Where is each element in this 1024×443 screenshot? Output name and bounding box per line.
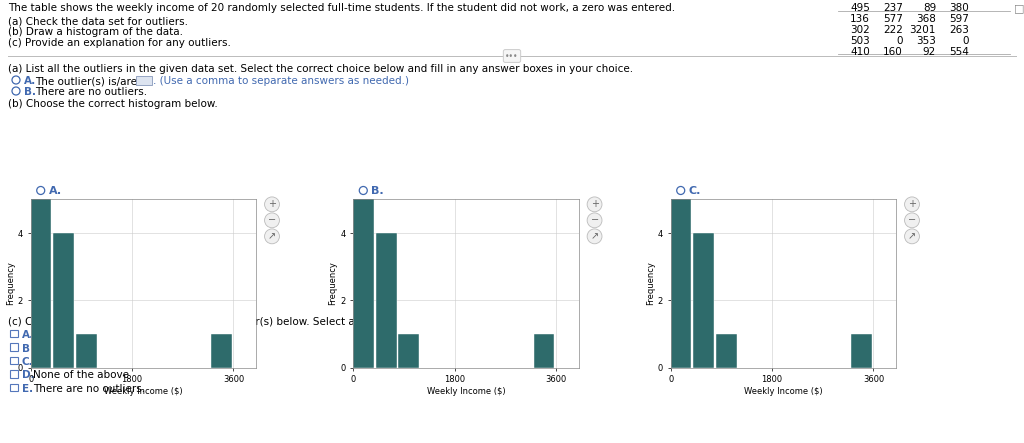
Text: 495: 495: [850, 3, 870, 13]
Bar: [211, 334, 231, 368]
Text: B.: B.: [372, 187, 384, 197]
Text: 89: 89: [923, 3, 936, 13]
Text: A student with unusually high income: A student with unusually high income: [33, 330, 230, 340]
Text: 160: 160: [884, 47, 903, 57]
Text: A.: A.: [24, 76, 36, 86]
Text: 237: 237: [883, 3, 903, 13]
Text: −: −: [591, 215, 599, 225]
Bar: [76, 334, 96, 368]
Text: 554: 554: [949, 47, 969, 57]
Text: C.: C.: [22, 357, 34, 367]
Text: D.: D.: [22, 370, 35, 381]
Bar: [10, 370, 17, 377]
Text: . (Use a comma to separate answers as needed.): . (Use a comma to separate answers as ne…: [153, 76, 409, 86]
Text: □: □: [1014, 3, 1024, 13]
Text: There are no outliers.: There are no outliers.: [35, 87, 147, 97]
Bar: [693, 233, 714, 368]
Text: −: −: [908, 215, 916, 225]
Text: Data entry error: Data entry error: [33, 343, 118, 354]
X-axis label: Weekly Income ($): Weekly Income ($): [104, 387, 182, 396]
Bar: [136, 76, 152, 85]
Bar: [398, 334, 419, 368]
Text: 410: 410: [850, 47, 870, 57]
Text: 368: 368: [916, 14, 936, 24]
Y-axis label: Frequency: Frequency: [329, 261, 338, 306]
X-axis label: Weekly Income ($): Weekly Income ($): [427, 387, 505, 396]
Text: 0: 0: [896, 36, 903, 46]
Text: 222: 222: [883, 25, 903, 35]
Text: (b) Draw a histogram of the data.: (b) Draw a histogram of the data.: [8, 27, 183, 37]
Bar: [10, 357, 17, 364]
Text: 380: 380: [949, 3, 969, 13]
Text: ↗: ↗: [268, 231, 276, 241]
Text: •••: •••: [505, 51, 519, 61]
Text: +: +: [908, 199, 916, 210]
X-axis label: Weekly Income ($): Weekly Income ($): [744, 387, 822, 396]
Text: 503: 503: [850, 36, 870, 46]
Text: (c) Choose the possible reason(s) for any outlier(s) below. Select all that appl: (c) Choose the possible reason(s) for an…: [8, 317, 419, 327]
Text: C.: C.: [689, 187, 701, 197]
Text: ↗: ↗: [591, 231, 599, 241]
Text: 136: 136: [850, 14, 870, 24]
Bar: [851, 334, 871, 368]
Text: +: +: [268, 199, 276, 210]
Bar: [716, 334, 736, 368]
Text: The table shows the weekly income of 20 randomly selected full-time students. If: The table shows the weekly income of 20 …: [8, 3, 675, 13]
Bar: [534, 334, 554, 368]
Text: (a) List all the outliers in the given data set. Select the correct choice below: (a) List all the outliers in the given d…: [8, 64, 633, 74]
Text: E.: E.: [22, 384, 33, 394]
Y-axis label: Frequency: Frequency: [646, 261, 655, 306]
Bar: [671, 0, 691, 368]
Text: The outlier(s) is/are: The outlier(s) is/are: [35, 76, 137, 86]
Text: B.: B.: [22, 343, 34, 354]
Text: (a) Check the data set for outliers.: (a) Check the data set for outliers.: [8, 16, 188, 26]
Bar: [10, 343, 17, 350]
Text: 92: 92: [923, 47, 936, 57]
Text: (b) Choose the correct histogram below.: (b) Choose the correct histogram below.: [8, 99, 218, 109]
Text: (c) Provide an explanation for any outliers.: (c) Provide an explanation for any outli…: [8, 38, 230, 48]
Bar: [10, 330, 17, 337]
Bar: [376, 233, 396, 368]
Text: 353: 353: [916, 36, 936, 46]
Text: 3201: 3201: [909, 25, 936, 35]
Bar: [10, 384, 17, 391]
Text: None of the above: None of the above: [33, 370, 129, 381]
Text: There are no outliers.: There are no outliers.: [33, 384, 145, 394]
Bar: [53, 233, 74, 368]
Text: B.: B.: [24, 87, 36, 97]
Text: A.: A.: [22, 330, 34, 340]
Text: +: +: [591, 199, 599, 210]
Text: 263: 263: [949, 25, 969, 35]
Text: −: −: [268, 215, 276, 225]
Text: 0: 0: [963, 36, 969, 46]
Text: 597: 597: [949, 14, 969, 24]
Y-axis label: Frequency: Frequency: [6, 261, 15, 306]
Text: A student providing false information: A student providing false information: [33, 357, 228, 367]
Text: ↗: ↗: [908, 231, 916, 241]
Bar: [31, 0, 51, 368]
Text: 302: 302: [850, 25, 870, 35]
Bar: [353, 0, 374, 368]
Text: 577: 577: [883, 14, 903, 24]
Text: A.: A.: [49, 187, 61, 197]
